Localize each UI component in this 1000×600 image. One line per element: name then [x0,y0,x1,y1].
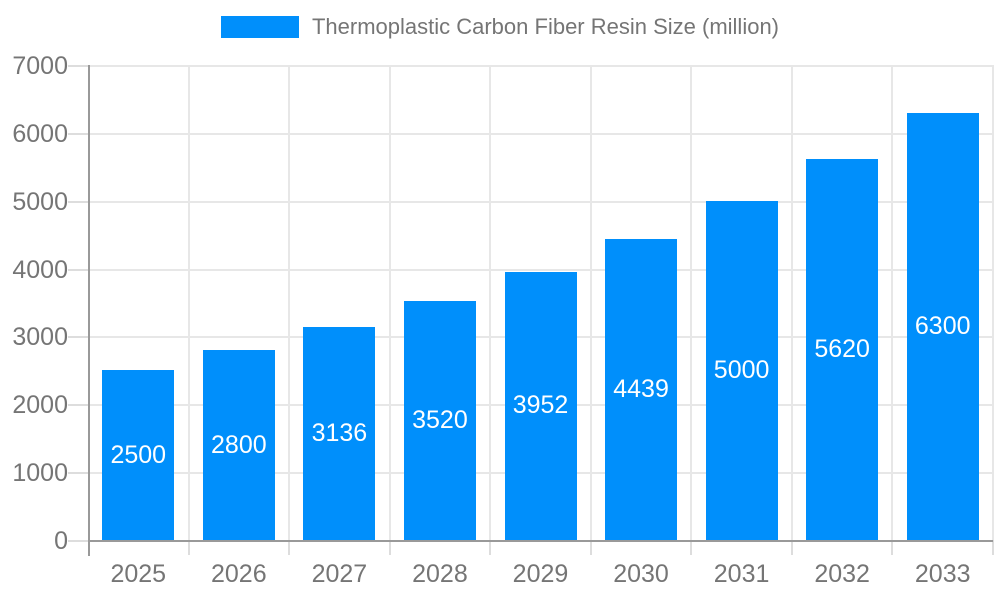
bar[interactable]: 6300 [906,112,979,540]
y-tick-label: 1000 [12,459,68,488]
gridline-vertical [790,65,793,540]
x-axis-tick [388,540,391,555]
gridline-vertical [489,65,492,540]
legend-marker [220,16,299,38]
x-axis-tick [790,540,793,555]
bar[interactable]: 4439 [605,238,678,540]
x-tick-label: 2028 [412,560,468,588]
bar[interactable]: 5620 [806,158,879,540]
gridline-vertical [589,65,592,540]
x-axis-tick [288,540,291,555]
x-tick-label: 2026 [211,560,267,588]
y-axis-tick [68,540,88,542]
gridline-horizontal [88,200,993,203]
bar-value-label: 3136 [311,419,368,448]
x-tick-label: 2030 [613,560,669,588]
gridline-vertical [992,65,994,540]
x-tick-label: 2033 [914,560,971,588]
plot-area: 2500 2800 3136 3520 3952 4439 5000 5620 6300 [68,65,994,556]
x-axis-tick [187,540,190,555]
x-axis-line [88,540,993,542]
y-tick-label: 6000 [12,119,68,148]
x-tick-label: 2032 [814,560,870,588]
x-axis-tick [690,540,693,555]
y-axis-tick [68,336,88,339]
bar[interactable]: 2500 [102,370,175,540]
x-axis-tick [992,540,994,555]
gridline-vertical [388,65,391,540]
bar-value-label: 5620 [814,334,870,363]
y-axis-line [88,65,90,556]
bar-value-label: 2800 [211,430,267,459]
bar[interactable]: 3952 [504,271,577,540]
bar-value-label: 6300 [914,311,971,340]
bar-value-label: 2500 [110,440,167,469]
bar-value-label: 4439 [613,374,669,403]
gridline-vertical [288,65,291,540]
x-tick-label: 2029 [512,560,569,588]
legend-label: Thermoplastic Carbon Fiber Resin Size (m… [311,14,780,39]
gridline-horizontal [88,65,993,67]
y-axis-tick [68,132,88,135]
gridline-vertical [187,65,190,540]
x-axis-tick [589,540,592,555]
y-tick-label: 7000 [12,52,68,80]
x-axis-tick [489,540,492,555]
x-tick-label: 2025 [110,560,167,588]
bar[interactable]: 3520 [403,301,476,540]
gridline-horizontal [88,268,993,271]
y-tick-label: 0 [54,527,68,555]
y-axis-tick [68,65,88,67]
bar[interactable]: 5000 [705,200,778,540]
y-axis-tick [68,200,88,203]
legend[interactable]: Thermoplastic Carbon Fiber Resin Size (m… [0,14,1000,40]
bar[interactable]: 2800 [202,350,275,540]
y-tick-label: 4000 [12,255,68,284]
y-axis-tick [68,268,88,271]
bar[interactable]: 3136 [303,327,376,540]
x-tick-label: 2027 [311,560,368,588]
bar-value-label: 5000 [713,355,770,384]
gridline-horizontal [88,132,993,135]
bar-value-label: 3952 [512,391,569,420]
gridline-vertical [891,65,894,540]
y-axis-tick [68,404,88,407]
y-tick-label: 3000 [12,323,68,352]
x-axis-tick [891,540,894,555]
gridline-vertical [690,65,693,540]
y-tick-label: 5000 [12,187,68,216]
y-axis-tick [68,472,88,475]
y-tick-label: 2000 [12,391,68,420]
bar-value-label: 3520 [412,406,468,435]
x-tick-label: 2031 [713,560,770,588]
